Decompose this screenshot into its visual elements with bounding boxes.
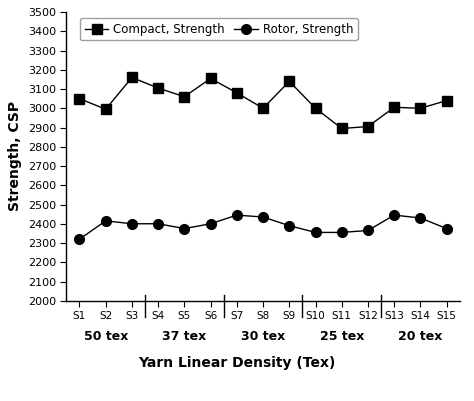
Rotor, Strength: [365, 228, 371, 233]
Compact, Strength: [313, 106, 319, 111]
Compact, Strength: [77, 96, 82, 101]
Compact, Strength: [155, 86, 161, 91]
Compact, Strength: [103, 107, 109, 111]
Compact, Strength: [392, 105, 397, 110]
Compact, Strength: [129, 75, 135, 80]
Compact, Strength: [365, 124, 371, 129]
Text: 30 tex: 30 tex: [241, 330, 285, 343]
Compact, Strength: [208, 76, 213, 81]
Compact, Strength: [444, 98, 449, 103]
Rotor, Strength: [418, 216, 423, 221]
Line: Rotor, Strength: Rotor, Strength: [74, 210, 452, 244]
Line: Compact, Strength: Compact, Strength: [74, 73, 452, 134]
Rotor, Strength: [392, 213, 397, 217]
Rotor, Strength: [208, 221, 213, 226]
Compact, Strength: [260, 106, 266, 111]
Compact, Strength: [339, 126, 345, 131]
Compact, Strength: [182, 94, 187, 99]
Rotor, Strength: [103, 219, 109, 223]
Rotor, Strength: [77, 237, 82, 241]
Compact, Strength: [286, 79, 292, 84]
Y-axis label: Strength, CSP: Strength, CSP: [8, 101, 22, 211]
Rotor, Strength: [155, 221, 161, 226]
Rotor, Strength: [339, 230, 345, 235]
Text: Yarn Linear Density (Tex): Yarn Linear Density (Tex): [138, 356, 336, 370]
Compact, Strength: [234, 91, 240, 95]
Rotor, Strength: [182, 226, 187, 231]
Compact, Strength: [418, 106, 423, 111]
Text: 20 tex: 20 tex: [398, 330, 443, 343]
Rotor, Strength: [444, 226, 449, 231]
Rotor, Strength: [313, 230, 319, 235]
Rotor, Strength: [129, 221, 135, 226]
Text: 37 tex: 37 tex: [162, 330, 207, 343]
Legend: Compact, Strength, Rotor, Strength: Compact, Strength, Rotor, Strength: [80, 18, 358, 41]
Text: 25 tex: 25 tex: [319, 330, 364, 343]
Rotor, Strength: [260, 215, 266, 219]
Rotor, Strength: [234, 213, 240, 217]
Text: 50 tex: 50 tex: [83, 330, 128, 343]
Rotor, Strength: [286, 223, 292, 228]
